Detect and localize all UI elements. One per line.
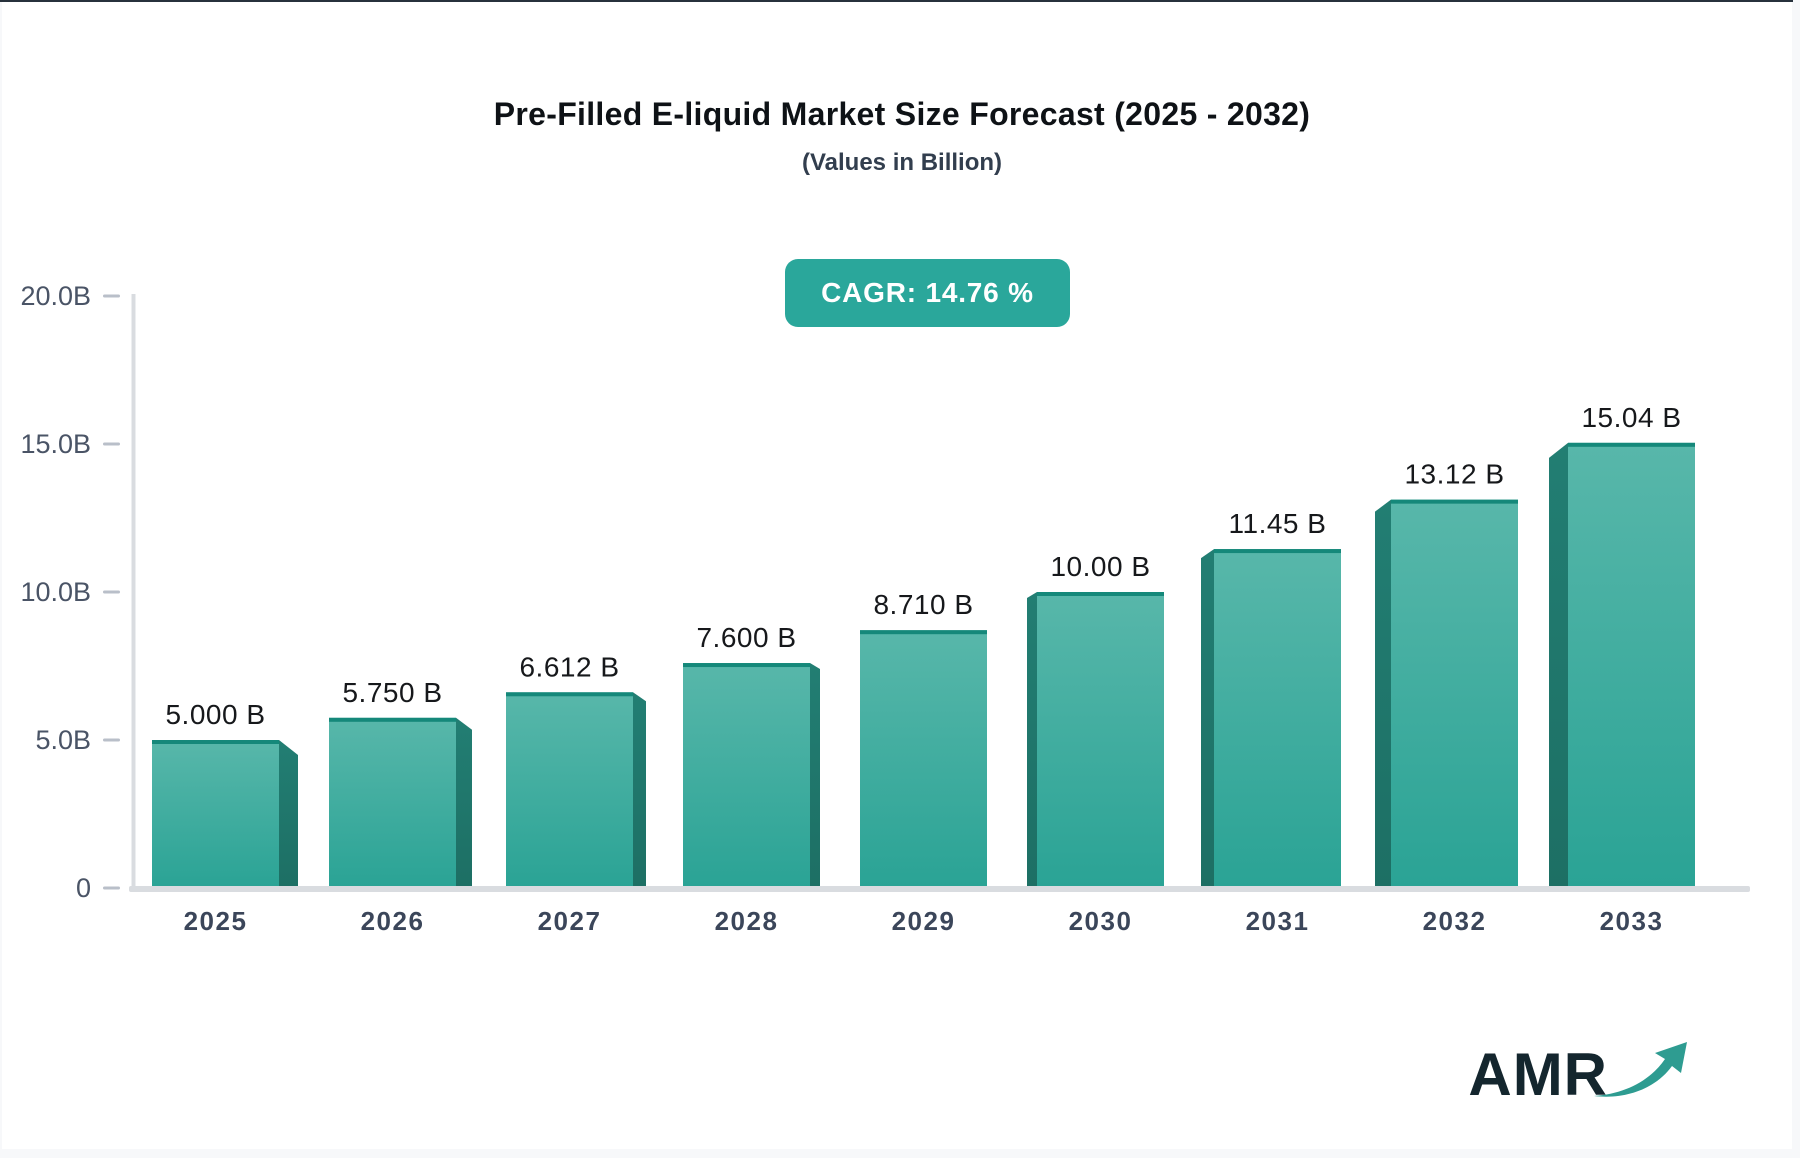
bar-top-edge xyxy=(1391,499,1518,504)
y-tick-mark xyxy=(103,590,120,594)
bar-2029 xyxy=(860,630,987,888)
bar-value-label: 5.000 B xyxy=(165,699,265,730)
y-tick-label: 20.0B xyxy=(20,281,91,311)
x-axis-label-2031: 2031 xyxy=(1246,906,1310,936)
bar-2027 xyxy=(506,692,633,888)
bar-2026 xyxy=(329,717,456,888)
bar-side-face xyxy=(279,740,298,888)
bar-value-label: 8.710 B xyxy=(873,589,973,620)
x-axis-label-2033: 2033 xyxy=(1600,906,1664,936)
chart-title: Pre-Filled E-liquid Market Size Forecast… xyxy=(493,96,1311,132)
bar-value-label: 15.04 B xyxy=(1581,402,1681,433)
bar-2025 xyxy=(152,740,279,888)
y-tick-label: 0 xyxy=(76,873,91,903)
bar-value-label: 7.600 B xyxy=(696,622,796,653)
y-tick-mark xyxy=(103,738,120,742)
x-axis-line xyxy=(129,886,1750,892)
bar-top-edge xyxy=(152,740,279,744)
bar-value-label: 11.45 B xyxy=(1229,508,1327,539)
y-tick-label: 10.0B xyxy=(20,577,91,607)
bar-top-edge xyxy=(506,692,633,697)
bar-top-edge xyxy=(1214,549,1341,554)
x-axis-label-2025: 2025 xyxy=(184,906,248,936)
amr-logo-arrow-icon xyxy=(1594,1042,1687,1097)
bar-2028 xyxy=(683,663,810,888)
bar-top-edge xyxy=(1037,592,1164,596)
bar-top-edge xyxy=(1568,442,1695,447)
cagr-badge-label: CAGR: 14.76 % xyxy=(821,277,1034,308)
bar-side-face xyxy=(1201,549,1214,888)
bar-2033 xyxy=(1568,442,1695,888)
x-axis-label-2029: 2029 xyxy=(892,906,956,936)
bar-side-face xyxy=(633,692,646,888)
amr-logo: AMR xyxy=(1468,1039,1694,1105)
bar-value-label: 13.12 B xyxy=(1404,459,1504,490)
bar-2031 xyxy=(1214,549,1341,888)
x-axis-label-2030: 2030 xyxy=(1069,906,1133,936)
bar-value-label: 5.750 B xyxy=(342,677,442,708)
bar-side-face xyxy=(1549,442,1568,888)
chart-subtitle: (Values in Billion) xyxy=(801,149,1003,176)
y-tick-mark xyxy=(103,886,120,890)
y-tick-mark xyxy=(103,442,120,446)
bar-2032 xyxy=(1391,499,1518,888)
y-axis-line xyxy=(131,294,136,890)
window-top-border xyxy=(0,0,1793,2)
x-axis-label-2028: 2028 xyxy=(715,906,779,936)
amr-logo-text: AMR xyxy=(1468,1041,1608,1108)
x-axis-label-2027: 2027 xyxy=(538,906,602,936)
y-tick-label: 5.0B xyxy=(35,725,91,755)
bar-top-edge xyxy=(860,630,987,635)
bar-top-edge xyxy=(329,717,456,722)
x-axis-label-2026: 2026 xyxy=(361,906,425,936)
y-tick-mark xyxy=(103,294,120,298)
bar-side-face xyxy=(1027,592,1037,888)
cagr-badge: CAGR: 14.76 % xyxy=(785,259,1070,327)
bar-top-edge xyxy=(683,663,810,668)
bar-2030 xyxy=(1037,592,1164,888)
bar-value-label: 10.00 B xyxy=(1050,551,1150,582)
bar-side-face xyxy=(1375,499,1391,888)
bar-side-face xyxy=(810,663,820,888)
x-axis-label-2032: 2032 xyxy=(1423,906,1487,936)
y-tick-label: 15.0B xyxy=(20,429,91,459)
bar-value-label: 6.612 B xyxy=(519,651,619,682)
bar-side-face xyxy=(456,717,472,888)
